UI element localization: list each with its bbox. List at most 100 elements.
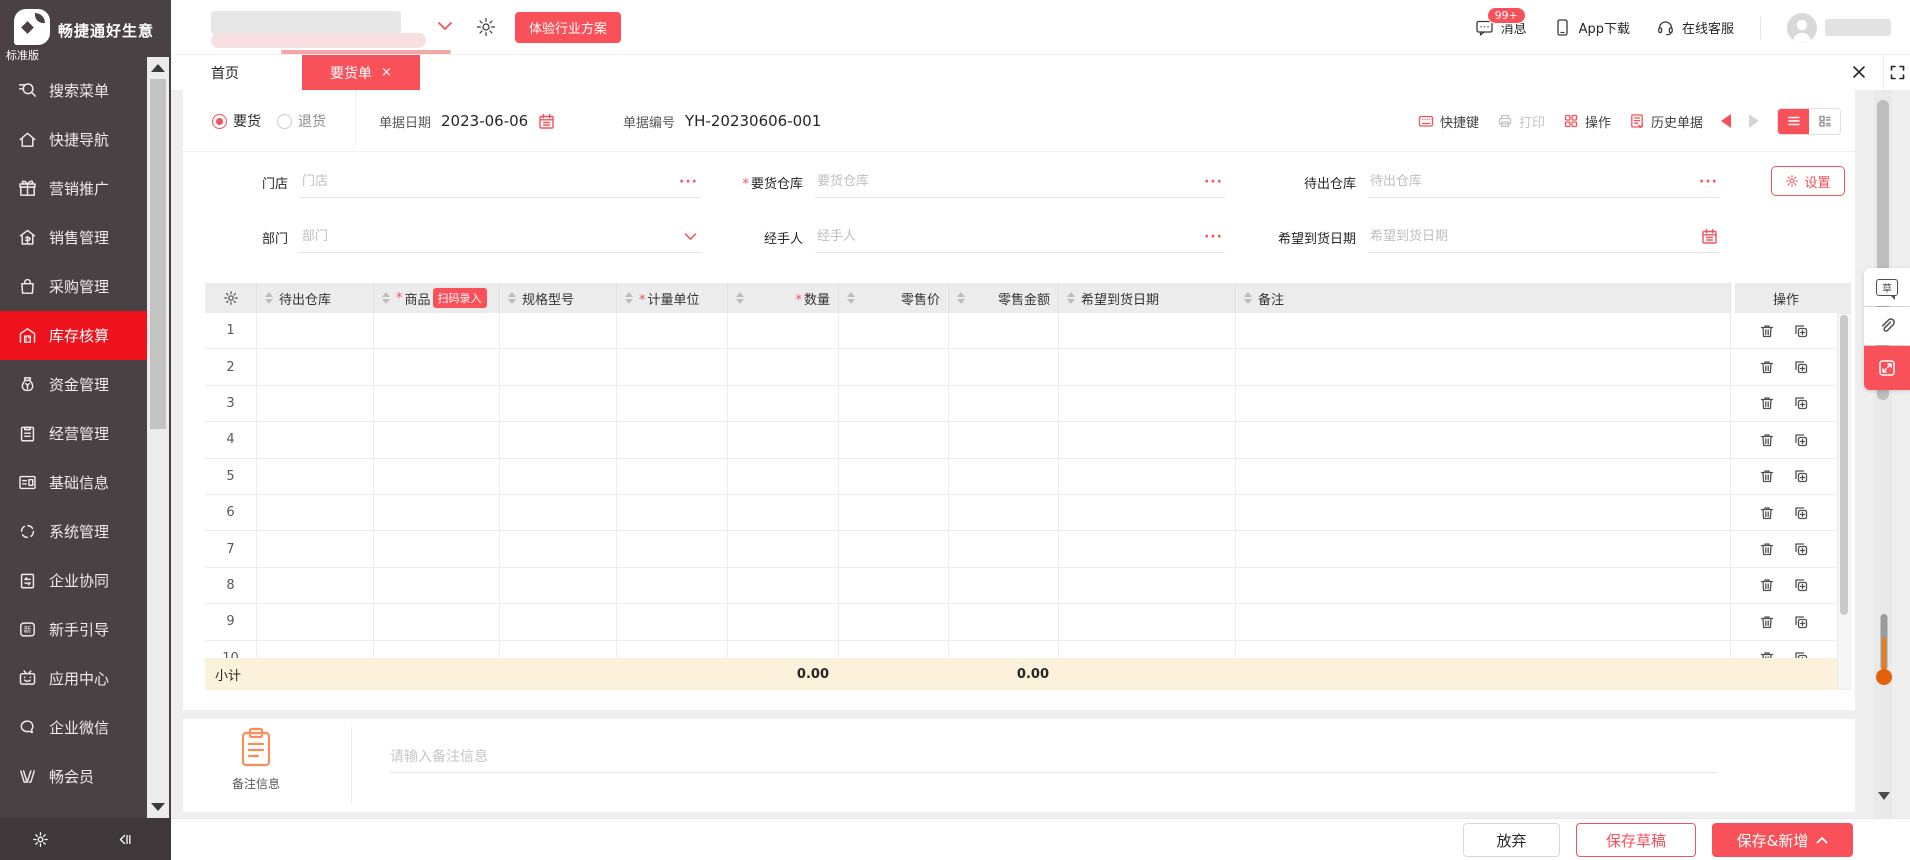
cell-qty[interactable]: [728, 494, 839, 532]
want-warehouse-input[interactable]: [815, 174, 1225, 189]
sort-icons[interactable]: [382, 292, 390, 304]
expand-panel-button[interactable]: [1864, 346, 1910, 390]
copy-add-row-icon[interactable]: [1793, 614, 1809, 630]
cell-unit[interactable]: [617, 494, 728, 532]
cell-spec[interactable]: [500, 531, 617, 568]
sidebar-item-newbie-guide[interactable]: 新 新手引导: [0, 605, 147, 654]
doc-date-value[interactable]: 2023-06-06: [441, 112, 529, 130]
cell-hope-date[interactable]: [1059, 640, 1236, 658]
cell-product[interactable]: [374, 494, 500, 532]
cell-spec[interactable]: [500, 494, 617, 532]
sidebar-item-search-menu[interactable]: 搜索菜单: [0, 66, 147, 115]
sidebar-item-inventory[interactable]: 库存核算: [0, 311, 147, 360]
copy-add-row-icon[interactable]: [1793, 359, 1809, 375]
collapse-sidebar-icon[interactable]: [116, 831, 133, 848]
sort-icons[interactable]: [1067, 292, 1075, 304]
cell-remark[interactable]: [1236, 385, 1731, 423]
radio-return-goods[interactable]: 退货: [277, 111, 326, 131]
sidebar-item-marketing[interactable]: 营销推广: [0, 164, 147, 213]
delete-row-icon[interactable]: [1759, 614, 1775, 630]
copy-add-row-icon[interactable]: [1793, 650, 1809, 658]
page-scrollbar[interactable]: [1874, 90, 1892, 860]
cell-unit[interactable]: [617, 604, 728, 641]
cell-spec[interactable]: [500, 567, 617, 605]
cell-unit[interactable]: [617, 313, 728, 350]
hope-date-input[interactable]: [1368, 229, 1720, 244]
sidebar-item-funds[interactable]: 资金管理: [0, 360, 147, 409]
header-retail-price[interactable]: 零售价: [839, 283, 949, 313]
out-warehouse-picker-icon[interactable]: ···: [1699, 174, 1718, 190]
draft-list-button[interactable]: 草: [1864, 268, 1910, 306]
copy-add-row-icon[interactable]: [1793, 505, 1809, 521]
cell-out-warehouse[interactable]: [257, 458, 374, 495]
sidebar-scrollbar-thumb[interactable]: [150, 79, 166, 429]
copy-add-row-icon[interactable]: [1793, 577, 1809, 593]
copy-add-row-icon[interactable]: [1793, 395, 1809, 411]
next-record-arrow[interactable]: [1749, 114, 1759, 128]
cell-product[interactable]: [374, 349, 500, 386]
user-account[interactable]: [1787, 12, 1891, 43]
card-view-button[interactable]: [1809, 108, 1840, 134]
tab-home[interactable]: 首页: [211, 65, 239, 82]
delete-row-icon[interactable]: [1759, 359, 1775, 375]
sidebar-item-operations[interactable]: 经营管理: [0, 409, 147, 458]
settings-gear-icon[interactable]: [32, 831, 49, 848]
delete-row-icon[interactable]: [1759, 323, 1775, 339]
online-service-button[interactable]: 在线客服: [1656, 18, 1734, 37]
cell-retail-amount[interactable]: [949, 494, 1059, 532]
copy-add-row-icon[interactable]: [1793, 323, 1809, 339]
sidebar-item-quick-nav[interactable]: 快捷导航: [0, 115, 147, 164]
header-spec[interactable]: 规格型号: [500, 283, 617, 313]
hope-date-calendar-icon[interactable]: [1701, 228, 1718, 245]
cell-product[interactable]: [374, 313, 500, 350]
page-scroll-down-arrow[interactable]: [1878, 792, 1890, 800]
sidebar-item-wechat-work[interactable]: 企业微信: [0, 703, 147, 752]
sidebar-item-base-info[interactable]: 基础信息: [0, 458, 147, 507]
cell-hope-date[interactable]: [1059, 604, 1236, 641]
trial-solution-button[interactable]: 体验行业方案: [515, 12, 622, 43]
cell-hope-date[interactable]: [1059, 494, 1236, 532]
copy-add-row-icon[interactable]: [1793, 432, 1809, 448]
cell-qty[interactable]: [728, 640, 839, 658]
cell-retail-amount[interactable]: [949, 531, 1059, 568]
cell-spec[interactable]: [500, 349, 617, 386]
cell-unit[interactable]: [617, 422, 728, 459]
remark-input[interactable]: [390, 741, 1718, 773]
cell-out-warehouse[interactable]: [257, 494, 374, 532]
tab-close-icon[interactable]: ×: [381, 65, 392, 80]
cell-unit[interactable]: [617, 385, 728, 423]
sort-icons[interactable]: [957, 292, 965, 304]
cell-qty[interactable]: [728, 349, 839, 386]
radio-want-goods[interactable]: 要货: [212, 111, 261, 131]
cell-spec[interactable]: [500, 422, 617, 459]
department-chevron-down-icon[interactable]: [683, 232, 698, 242]
cell-product[interactable]: [374, 458, 500, 495]
sort-icons[interactable]: [508, 292, 516, 304]
cell-remark[interactable]: [1236, 640, 1731, 658]
delete-row-icon[interactable]: [1759, 505, 1775, 521]
sidebar-item-sales[interactable]: 销售管理: [0, 213, 147, 262]
cell-unit[interactable]: [617, 458, 728, 495]
sort-icons[interactable]: [625, 292, 633, 304]
handler-input[interactable]: [815, 229, 1225, 244]
cell-remark[interactable]: [1236, 531, 1731, 568]
cell-spec[interactable]: [500, 385, 617, 423]
cell-out-warehouse[interactable]: [257, 313, 374, 350]
save-draft-button[interactable]: 保存草稿: [1576, 823, 1696, 857]
calendar-icon[interactable]: [538, 113, 555, 130]
header-unit[interactable]: * 计量单位: [617, 283, 728, 313]
cell-retail-price[interactable]: [839, 494, 949, 532]
cell-retail-amount[interactable]: [949, 567, 1059, 605]
cell-retail-amount[interactable]: [949, 349, 1059, 386]
want-warehouse-picker-icon[interactable]: ···: [1204, 174, 1223, 190]
sidebar-item-collaboration[interactable]: 企业协同: [0, 556, 147, 605]
scan-entry-badge[interactable]: 扫码录入: [432, 288, 487, 308]
cell-unit[interactable]: [617, 531, 728, 568]
cell-qty[interactable]: [728, 604, 839, 641]
header-product[interactable]: * 商品 扫码录入: [374, 283, 500, 313]
cell-retail-price[interactable]: [839, 640, 949, 658]
sidebar-scrollbar[interactable]: [147, 57, 169, 818]
tab-want-order[interactable]: 要货单 ×: [302, 55, 420, 90]
cell-product[interactable]: [374, 640, 500, 658]
cell-qty[interactable]: [728, 458, 839, 495]
